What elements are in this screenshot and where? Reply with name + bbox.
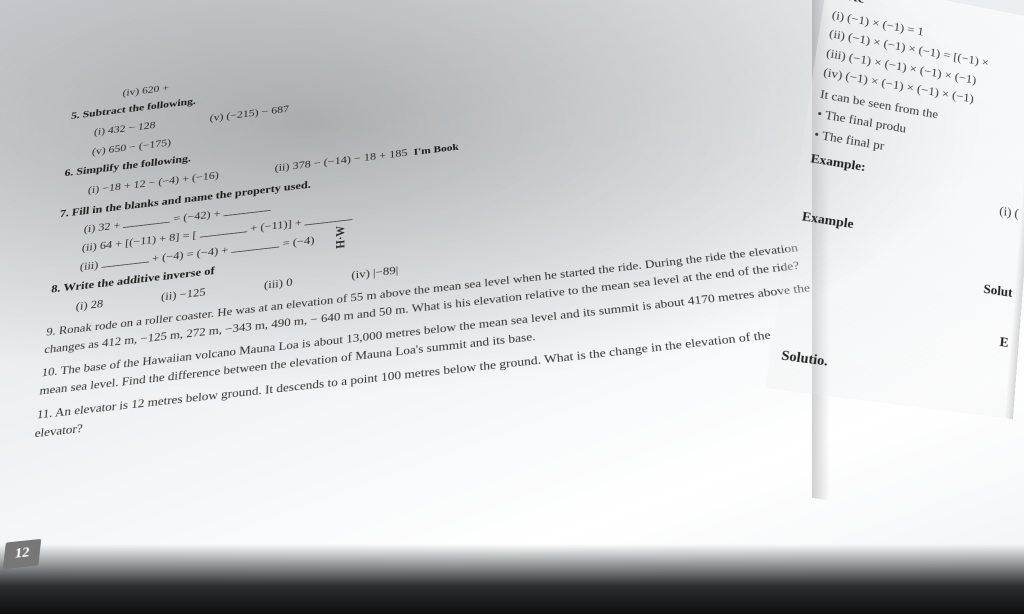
q7-ii-b: + (−11)] +: [250, 216, 302, 234]
q7-iii-a: (iii): [79, 258, 99, 273]
q8-iii: (iii) 0: [264, 273, 293, 293]
q7-i-b: = (−42) +: [173, 207, 221, 225]
blank: [101, 253, 149, 268]
handwriting-hw: H·W: [331, 225, 351, 250]
solution-heading: Solutio.: [780, 344, 1006, 395]
blank: [200, 223, 248, 238]
solut: Solut: [794, 250, 1013, 302]
right-page: Note (i) (−1) × (−1) = 1 (ii) (−1) × (−1…: [765, 0, 1024, 419]
q7-iii-c: = (−4): [282, 234, 314, 250]
left-page: (iv) 620 + 5. Subtract the following. (i…: [0, 3, 870, 578]
letter-e: E: [786, 302, 1009, 353]
blank: [223, 201, 271, 216]
page-number: 12: [3, 539, 42, 569]
q8-ii: (ii) −125: [161, 283, 207, 305]
blank: [305, 210, 353, 225]
q8-iv: (iv) |−89|: [351, 261, 398, 284]
blank: [231, 238, 279, 253]
q7-i-a: (i) 32 +: [83, 219, 121, 235]
handwriting-im-book: I'm Book: [413, 141, 458, 157]
q5-i: (i) 432 − 128: [93, 118, 156, 140]
blank: [123, 213, 171, 228]
q8-i: (i) 28: [75, 295, 104, 315]
